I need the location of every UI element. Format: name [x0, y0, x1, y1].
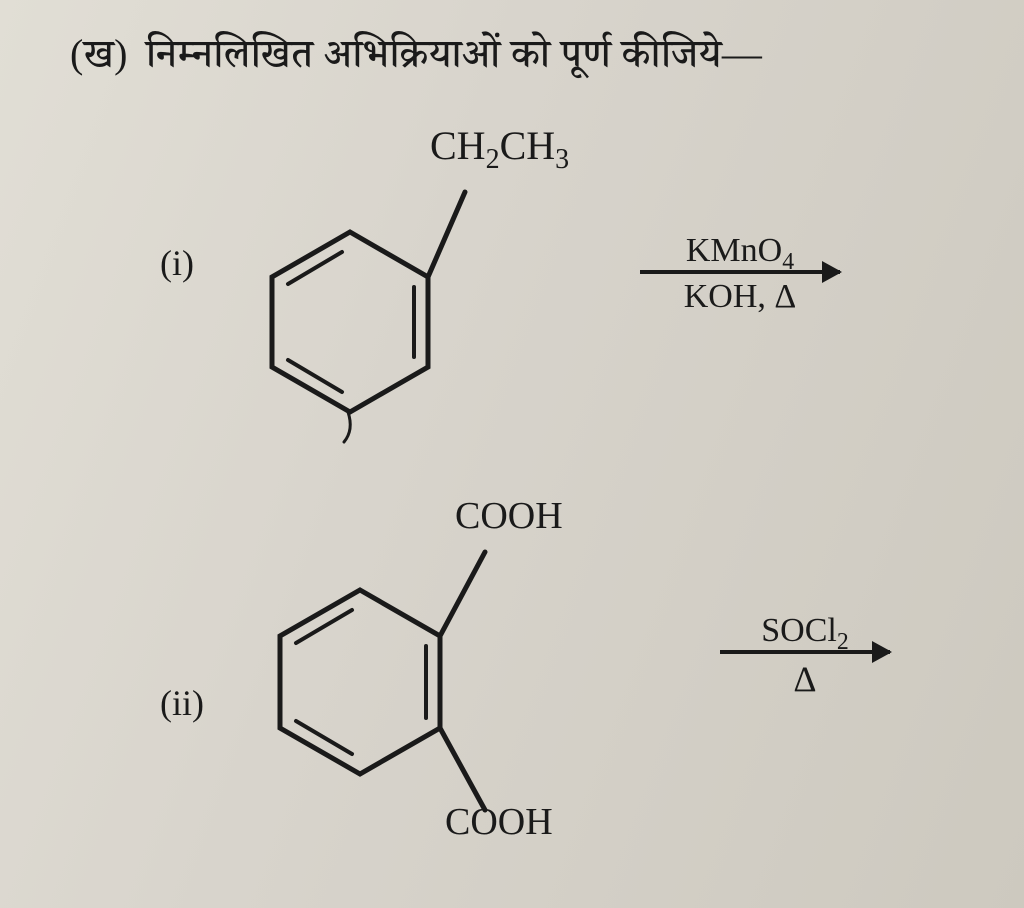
ch-part-b: CH [500, 123, 556, 168]
ch-sub-b: 3 [555, 144, 569, 175]
arrow-line-2 [720, 650, 890, 654]
arrow-line-1 [640, 270, 840, 274]
roman-2: (ii) [160, 682, 210, 724]
question-header: (ख) निम्नलिखित अभिक्रियाओं को पूर्ण कीजि… [60, 30, 964, 92]
question-text: निम्नलिखित अभिक्रियाओं को पूर्ण कीजिये— [146, 30, 762, 92]
reaction-arrow-2: SOCl2 Δ [720, 612, 890, 700]
benzene-ring-1 [230, 162, 490, 452]
roman-1: (i) [160, 242, 210, 284]
reaction-1: (i) CH2CH3 KMnO4 [200, 132, 964, 462]
socl-text: SOCl [761, 612, 837, 649]
page: (ख) निम्नलिखित अभिक्रियाओं को पूर्ण कीजि… [0, 0, 1024, 908]
arrow-bottom-1: KOH, Δ [684, 278, 797, 316]
kmno-text: KMnO [686, 232, 782, 269]
arrow-bottom-2: Δ [793, 658, 816, 700]
benzene-ring-2 [230, 522, 530, 842]
reaction-arrow-1: KMnO4 KOH, Δ [640, 232, 840, 316]
question-marker: (ख) [70, 30, 128, 92]
reaction-2: (ii) COOH COOH SOCl2 [200, 502, 964, 862]
